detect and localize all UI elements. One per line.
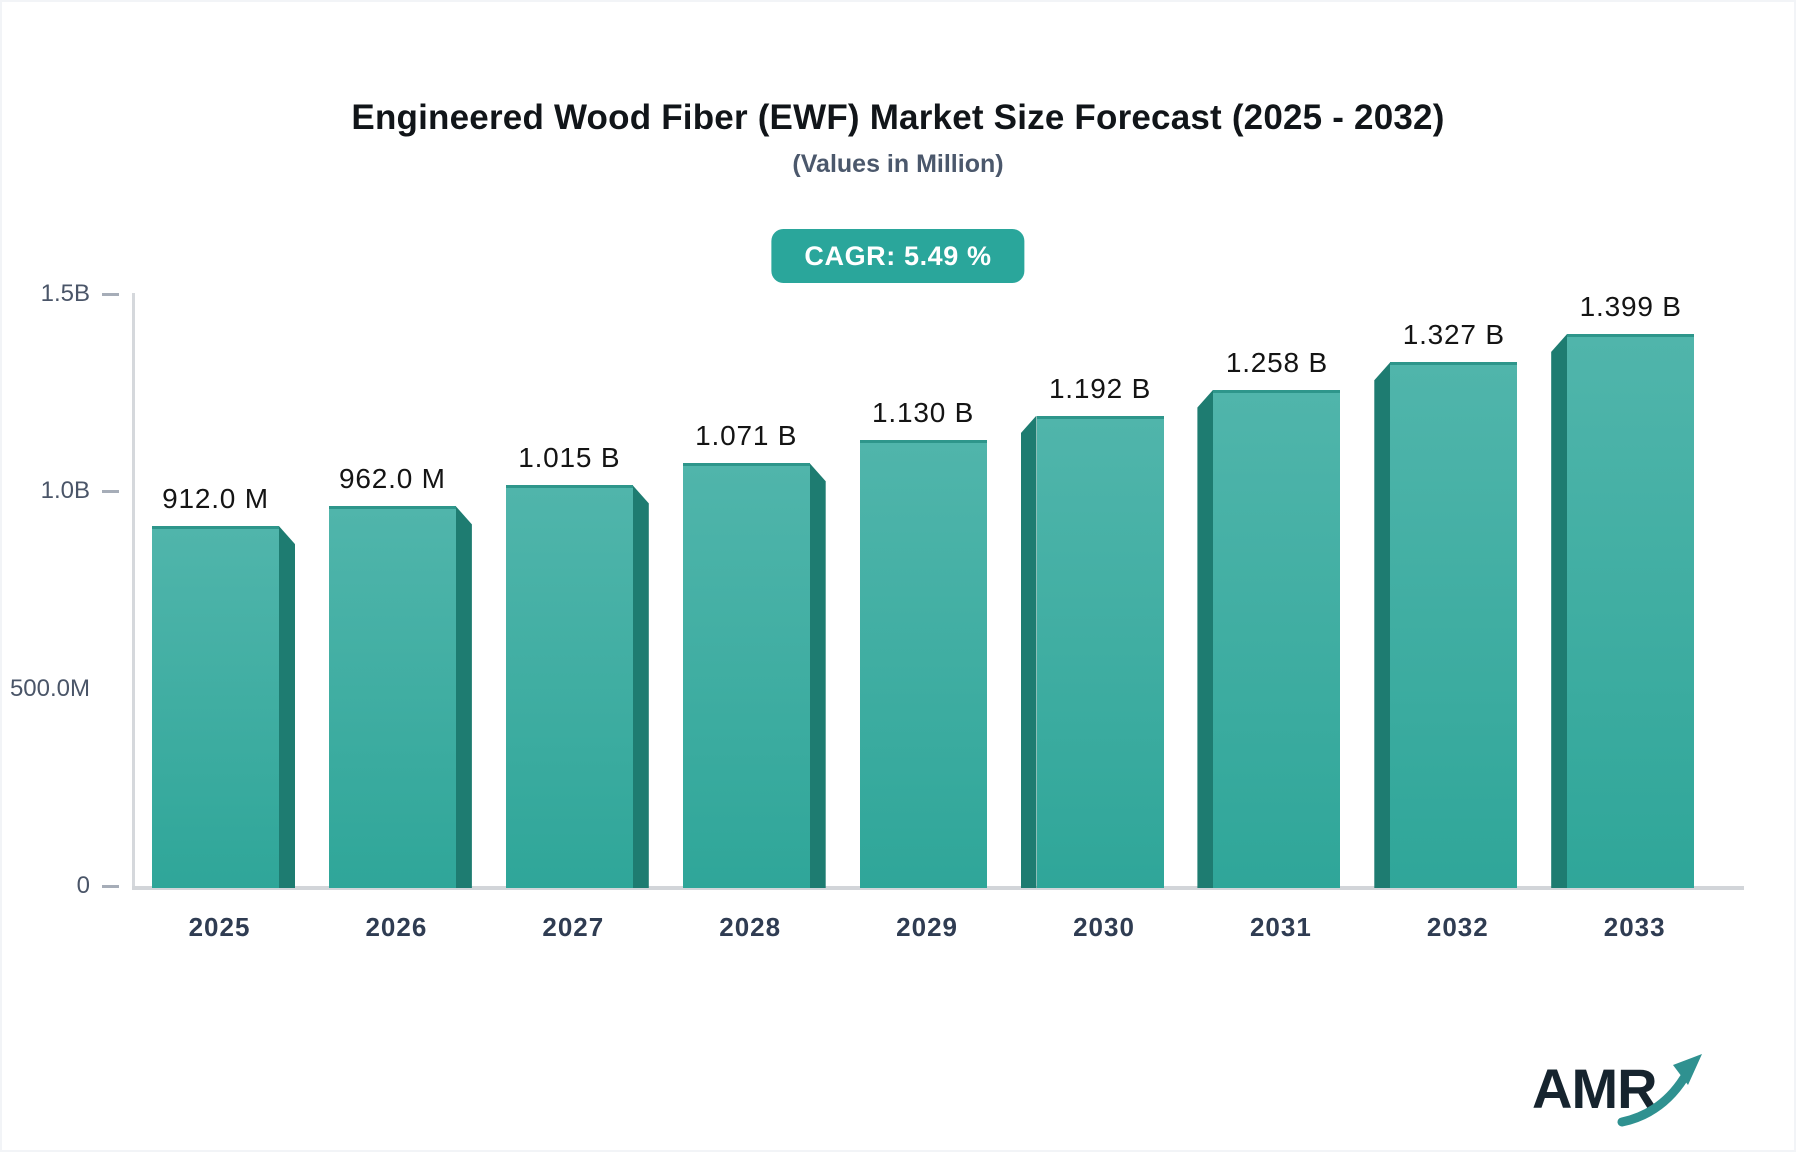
chart-subtitle: (Values in Million)	[792, 150, 1004, 178]
bar-2032[interactable]	[1390, 362, 1518, 888]
y-axis-label-0: 0	[76, 872, 90, 899]
y-axis-label-500.0M: 500.0M	[9, 674, 90, 702]
bar-value-label-2033: 1.399 B	[1579, 290, 1682, 322]
bar-value-label-2025: 912.0 M	[162, 483, 269, 515]
y-axis-tick	[102, 885, 119, 888]
bar-2033[interactable]	[1567, 333, 1695, 888]
x-axis-label-2025: 2025	[188, 912, 251, 942]
bar-2026[interactable]	[328, 506, 456, 888]
bar-2028[interactable]	[682, 463, 810, 888]
chart-title: Engineered Wood Fiber (EWF) Market Size …	[351, 98, 1445, 137]
bar-2032-side-face	[1374, 362, 1391, 888]
x-axis-label-2032: 2032	[1426, 912, 1489, 942]
y-axis-tick	[102, 293, 119, 296]
x-axis-line	[132, 886, 1744, 890]
bar-2027-side-face	[632, 485, 649, 888]
x-axis-label-2030: 2030	[1073, 912, 1135, 942]
x-axis-label-2027: 2027	[542, 912, 605, 942]
bar-value-label-2026: 962.0 M	[339, 463, 446, 495]
bar-2029[interactable]	[859, 440, 987, 888]
x-axis-label-2026: 2026	[365, 912, 428, 942]
bar-value-label-2029: 1.130 B	[872, 397, 975, 429]
x-axis-label-2031: 2031	[1249, 912, 1312, 942]
bar-2026-side-face	[455, 506, 472, 888]
cagr-badge: CAGR: 5.49 %	[771, 229, 1025, 283]
bar-2031-side-face	[1197, 389, 1214, 888]
bar-value-label-2028: 1.071 B	[695, 420, 798, 452]
bar-value-label-2031: 1.258 B	[1225, 346, 1328, 378]
y-axis-label-1.0B: 1.0B	[40, 477, 90, 505]
bar-2027[interactable]	[505, 485, 633, 888]
bar-value-label-2027: 1.015 B	[518, 442, 621, 474]
bar-value-label-2032: 1.327 B	[1402, 319, 1505, 351]
bar-value-label-2030: 1.192 B	[1048, 372, 1152, 404]
y-axis-line	[132, 293, 135, 890]
bar-2033-side-face	[1551, 333, 1568, 888]
x-axis-label-2029: 2029	[896, 912, 959, 942]
bar-2025-side-face	[279, 526, 295, 888]
bar-2030[interactable]	[1036, 415, 1164, 888]
amr-logo-text: AMR	[1532, 1057, 1657, 1120]
bar-2031[interactable]	[1213, 389, 1341, 888]
bar-2025[interactable]	[152, 526, 279, 888]
trending-up-arrow-icon	[1617, 1054, 1702, 1127]
x-axis-label-2028: 2028	[719, 912, 782, 942]
y-axis-label-1.5B: 1.5B	[40, 280, 90, 307]
bar-2028-side-face	[809, 463, 826, 888]
bar-2030-side-face	[1020, 415, 1037, 888]
amr-logo: AMR	[1530, 1052, 1730, 1132]
x-axis-label-2033: 2033	[1603, 912, 1666, 942]
y-axis-tick	[102, 490, 119, 494]
